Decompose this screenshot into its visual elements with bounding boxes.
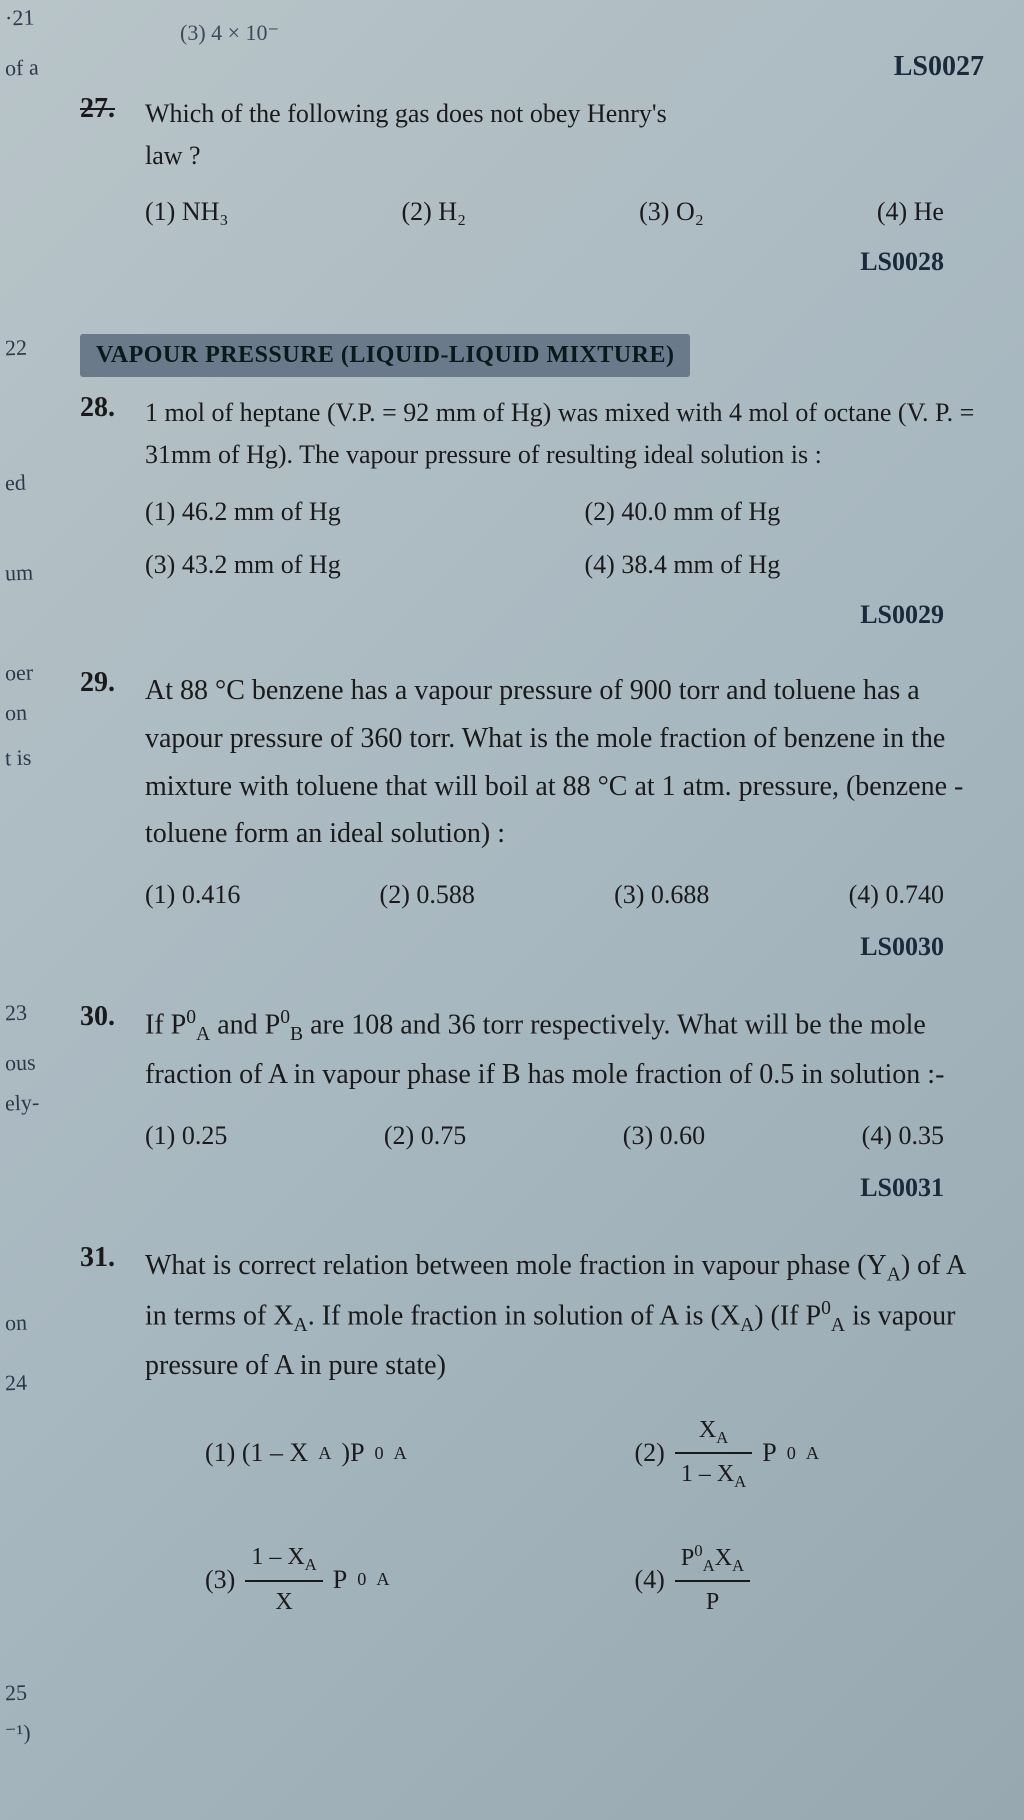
q28-opt4: (4) 38.4 mm of Hg	[585, 544, 985, 586]
q31-opt3-bot: X	[245, 1582, 322, 1623]
q27-text: Which of the following gas does not obey…	[145, 93, 984, 294]
q28-opt2: (2) 40.0 mm of Hg	[585, 491, 985, 533]
question-29: 29. At 88 °C benzene has a vapour pressu…	[80, 667, 984, 981]
q31-opt3-pre: (3)	[205, 1558, 235, 1602]
q30-sup-0a: 0	[186, 1007, 196, 1028]
page-content: (3) 4 × 10⁻ LS0027 27. Which of the foll…	[0, 0, 1024, 1663]
q29-opt3: (3) 0.688	[614, 873, 709, 917]
q29-opt4: (4) 0.740	[849, 873, 944, 917]
q30-number: 30.	[80, 1001, 130, 1222]
margin-label: ⁻¹)	[5, 1720, 31, 1747]
q31-opt1: (1) (1 – XA)P0A	[205, 1410, 555, 1497]
q30-options: (1) 0.25 (2) 0.75 (3) 0.60 (4) 0.35	[145, 1114, 984, 1158]
q31-a: What is correct relation between mole fr…	[145, 1250, 887, 1281]
q31-opt3: (3) 1 – XA X P0A	[205, 1537, 555, 1623]
q31-opt2-frac: XA 1 – XA	[675, 1410, 752, 1497]
q31-number: 31.	[80, 1242, 130, 1623]
q31-d: ) (If P	[754, 1301, 821, 1332]
q27-line2: law ?	[145, 141, 201, 170]
q29-opt1: (1) 0.416	[145, 873, 240, 917]
q31-opt3-frac: 1 – XA X	[245, 1537, 322, 1622]
q29-number: 29.	[80, 667, 130, 981]
partial-prev-option: (3) 4 × 10⁻	[80, 20, 984, 46]
q27-line1: Which of the following gas does not obey…	[145, 99, 667, 128]
q31-opt3-post: P	[333, 1558, 347, 1602]
q30-opt3: (3) 0.60	[623, 1114, 705, 1158]
question-28: 28. 1 mol of heptane (V.P. = 92 mm of Hg…	[80, 392, 984, 647]
q31-opt2-top: XA	[675, 1410, 752, 1454]
q31-opt1-sup: 0	[375, 1438, 384, 1469]
q31-opt2-pre: (2)	[635, 1431, 665, 1475]
question-31: 31. What is correct relation between mol…	[80, 1242, 984, 1623]
q31-opt1-post: )P	[341, 1431, 364, 1475]
q31-sup-0: 0	[821, 1298, 831, 1319]
q31-opt3-top: 1 – XA	[245, 1537, 322, 1581]
q31-options: (1) (1 – XA)P0A (2) XA 1 – XA P0A (3) 1 …	[145, 1410, 984, 1623]
q28-text: 1 mol of heptane (V.P. = 92 mm of Hg) wa…	[145, 392, 984, 647]
q27-opt2: (2) H₂	[401, 191, 466, 233]
q31-opt4-frac: P0AXA P	[675, 1537, 750, 1623]
q28-body: 1 mol of heptane (V.P. = 92 mm of Hg) wa…	[145, 398, 974, 469]
q29-body: At 88 °C benzene has a vapour pressure o…	[145, 675, 963, 849]
q28-opt3: (3) 43.2 mm of Hg	[145, 544, 545, 586]
q30-text: If P0A and P0B are 108 and 36 torr respe…	[145, 1001, 984, 1222]
q30-opt4: (4) 0.35	[862, 1114, 944, 1158]
q29-code: LS0030	[145, 925, 984, 969]
q30-pre: If P	[145, 1009, 186, 1040]
q31-opt4-top: P0AXA	[675, 1537, 750, 1582]
q31-opt4-bot: P	[675, 1582, 750, 1623]
q31-sub-pa: A	[831, 1315, 845, 1336]
q31-sub-xa2: A	[740, 1315, 754, 1336]
q31-text: What is correct relation between mole fr…	[145, 1242, 984, 1623]
q31-opt2-bot: 1 – XA	[675, 1454, 752, 1496]
q30-code: LS0031	[145, 1166, 984, 1210]
q31-opt2-post: P	[762, 1431, 776, 1475]
q27-number: 27.	[80, 93, 130, 294]
q31-sub-xa: A	[294, 1315, 308, 1336]
q30-opt2: (2) 0.75	[384, 1114, 466, 1158]
q29-opt2: (2) 0.588	[380, 873, 475, 917]
q30-opt1: (1) 0.25	[145, 1114, 227, 1158]
q31-opt1-pre: (1) (1 – X	[205, 1431, 308, 1475]
q30-sup-0b: 0	[280, 1007, 290, 1028]
section-header: VAPOUR PRESSURE (LIQUID-LIQUID MIXTURE)	[80, 334, 690, 377]
q31-opt3-sub: A	[376, 1564, 389, 1595]
q28-options: (1) 46.2 mm of Hg (2) 40.0 mm of Hg (3) …	[145, 491, 984, 586]
q31-opt4: (4) P0AXA P	[635, 1537, 985, 1623]
q28-opt1: (1) 46.2 mm of Hg	[145, 491, 545, 533]
q31-opt1-sub: A	[318, 1438, 331, 1469]
q28-code: LS0029	[145, 594, 984, 636]
q31-opt2: (2) XA 1 – XA P0A	[635, 1410, 985, 1497]
q27-code: LS0028	[145, 241, 984, 283]
q27-opt1: (1) NH₃	[145, 191, 228, 233]
q27-opt3: (3) O₂	[639, 191, 704, 233]
q30-sub-b: B	[290, 1024, 303, 1045]
q30-mid1: and P	[210, 1009, 280, 1040]
q31-sub-ya: A	[887, 1265, 901, 1286]
margin-label: 25	[5, 1680, 28, 1707]
q29-options: (1) 0.416 (2) 0.588 (3) 0.688 (4) 0.740	[145, 873, 984, 917]
question-27: 27. Which of the following gas does not …	[80, 93, 984, 294]
code-ls0027: LS0027	[80, 51, 984, 83]
q29-text: At 88 °C benzene has a vapour pressure o…	[145, 667, 984, 981]
q31-opt1-sub2: A	[394, 1438, 407, 1469]
q27-options: (1) NH₃ (2) H₂ (3) O₂ (4) He	[145, 191, 984, 233]
q31-c: . If mole fraction in solution of A is (…	[308, 1301, 740, 1332]
q30-sub-a: A	[196, 1024, 210, 1045]
q31-opt2-sub: A	[806, 1438, 819, 1469]
q31-opt4-pre: (4)	[635, 1558, 665, 1602]
q31-opt3-sup: 0	[357, 1564, 366, 1595]
q28-number: 28.	[80, 392, 130, 647]
q31-opt2-sup: 0	[787, 1438, 796, 1469]
q27-opt4: (4) He	[877, 191, 944, 233]
question-30: 30. If P0A and P0B are 108 and 36 torr r…	[80, 1001, 984, 1222]
